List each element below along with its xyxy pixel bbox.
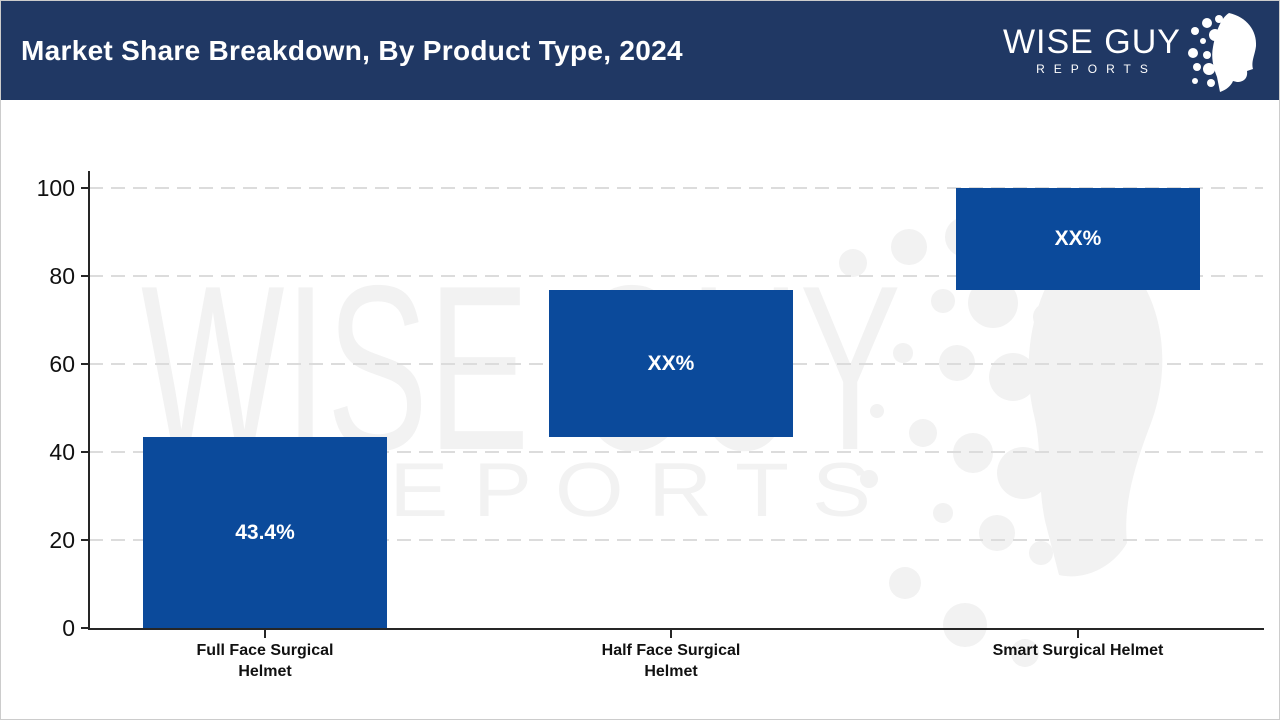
x-axis	[88, 628, 1264, 630]
header: Market Share Breakdown, By Product Type,…	[1, 1, 1279, 100]
bar-value-label: XX%	[1054, 227, 1102, 251]
gridline	[89, 275, 1263, 277]
gridline	[89, 539, 1263, 541]
x-category-label: Half Face Surgical Helmet	[601, 642, 741, 680]
y-axis-tick	[81, 363, 89, 365]
gridline	[89, 451, 1263, 453]
brand-logo-text: WISE GUY REPORTS	[1003, 25, 1181, 76]
y-tick-label: 20	[49, 527, 75, 553]
y-axis	[88, 171, 90, 630]
x-category-label: Full Face Surgical Helmet	[196, 642, 334, 680]
bar-segment: 43.4%	[143, 437, 387, 628]
y-axis-tick	[81, 627, 89, 629]
x-category-label: Smart Surgical Helmet	[992, 642, 1164, 659]
page-title: Market Share Breakdown, By Product Type,…	[21, 34, 683, 66]
bar-segment: XX%	[549, 290, 793, 438]
brand-subname: REPORTS	[1036, 62, 1157, 76]
y-tick-label: 100	[36, 175, 75, 201]
y-tick-label: 0	[62, 615, 75, 641]
x-axis-tick	[264, 630, 266, 638]
y-tick-label: 80	[49, 263, 75, 289]
y-tick-label: 40	[49, 439, 75, 465]
x-axis-tick	[1077, 630, 1079, 638]
y-tick-label: 60	[49, 351, 75, 377]
y-axis-tick	[81, 187, 89, 189]
y-axis-tick	[81, 275, 89, 277]
y-axis-tick	[81, 539, 89, 541]
bar-value-label: 43.4%	[235, 520, 295, 544]
x-axis-tick	[670, 630, 672, 638]
bar-value-label: XX%	[647, 351, 695, 375]
brand-logo: WISE GUY REPORTS	[1003, 9, 1265, 93]
gridline	[89, 187, 1263, 189]
bar-segment: XX%	[956, 188, 1200, 291]
y-axis-tick	[81, 451, 89, 453]
waterfall-chart: 0 20 40 60 80 100 43.4% XX% XX% Full Face Surgica…	[1, 100, 1279, 719]
face-profile-icon	[1188, 12, 1257, 92]
brand-name: WISE GUY	[1002, 23, 1181, 61]
